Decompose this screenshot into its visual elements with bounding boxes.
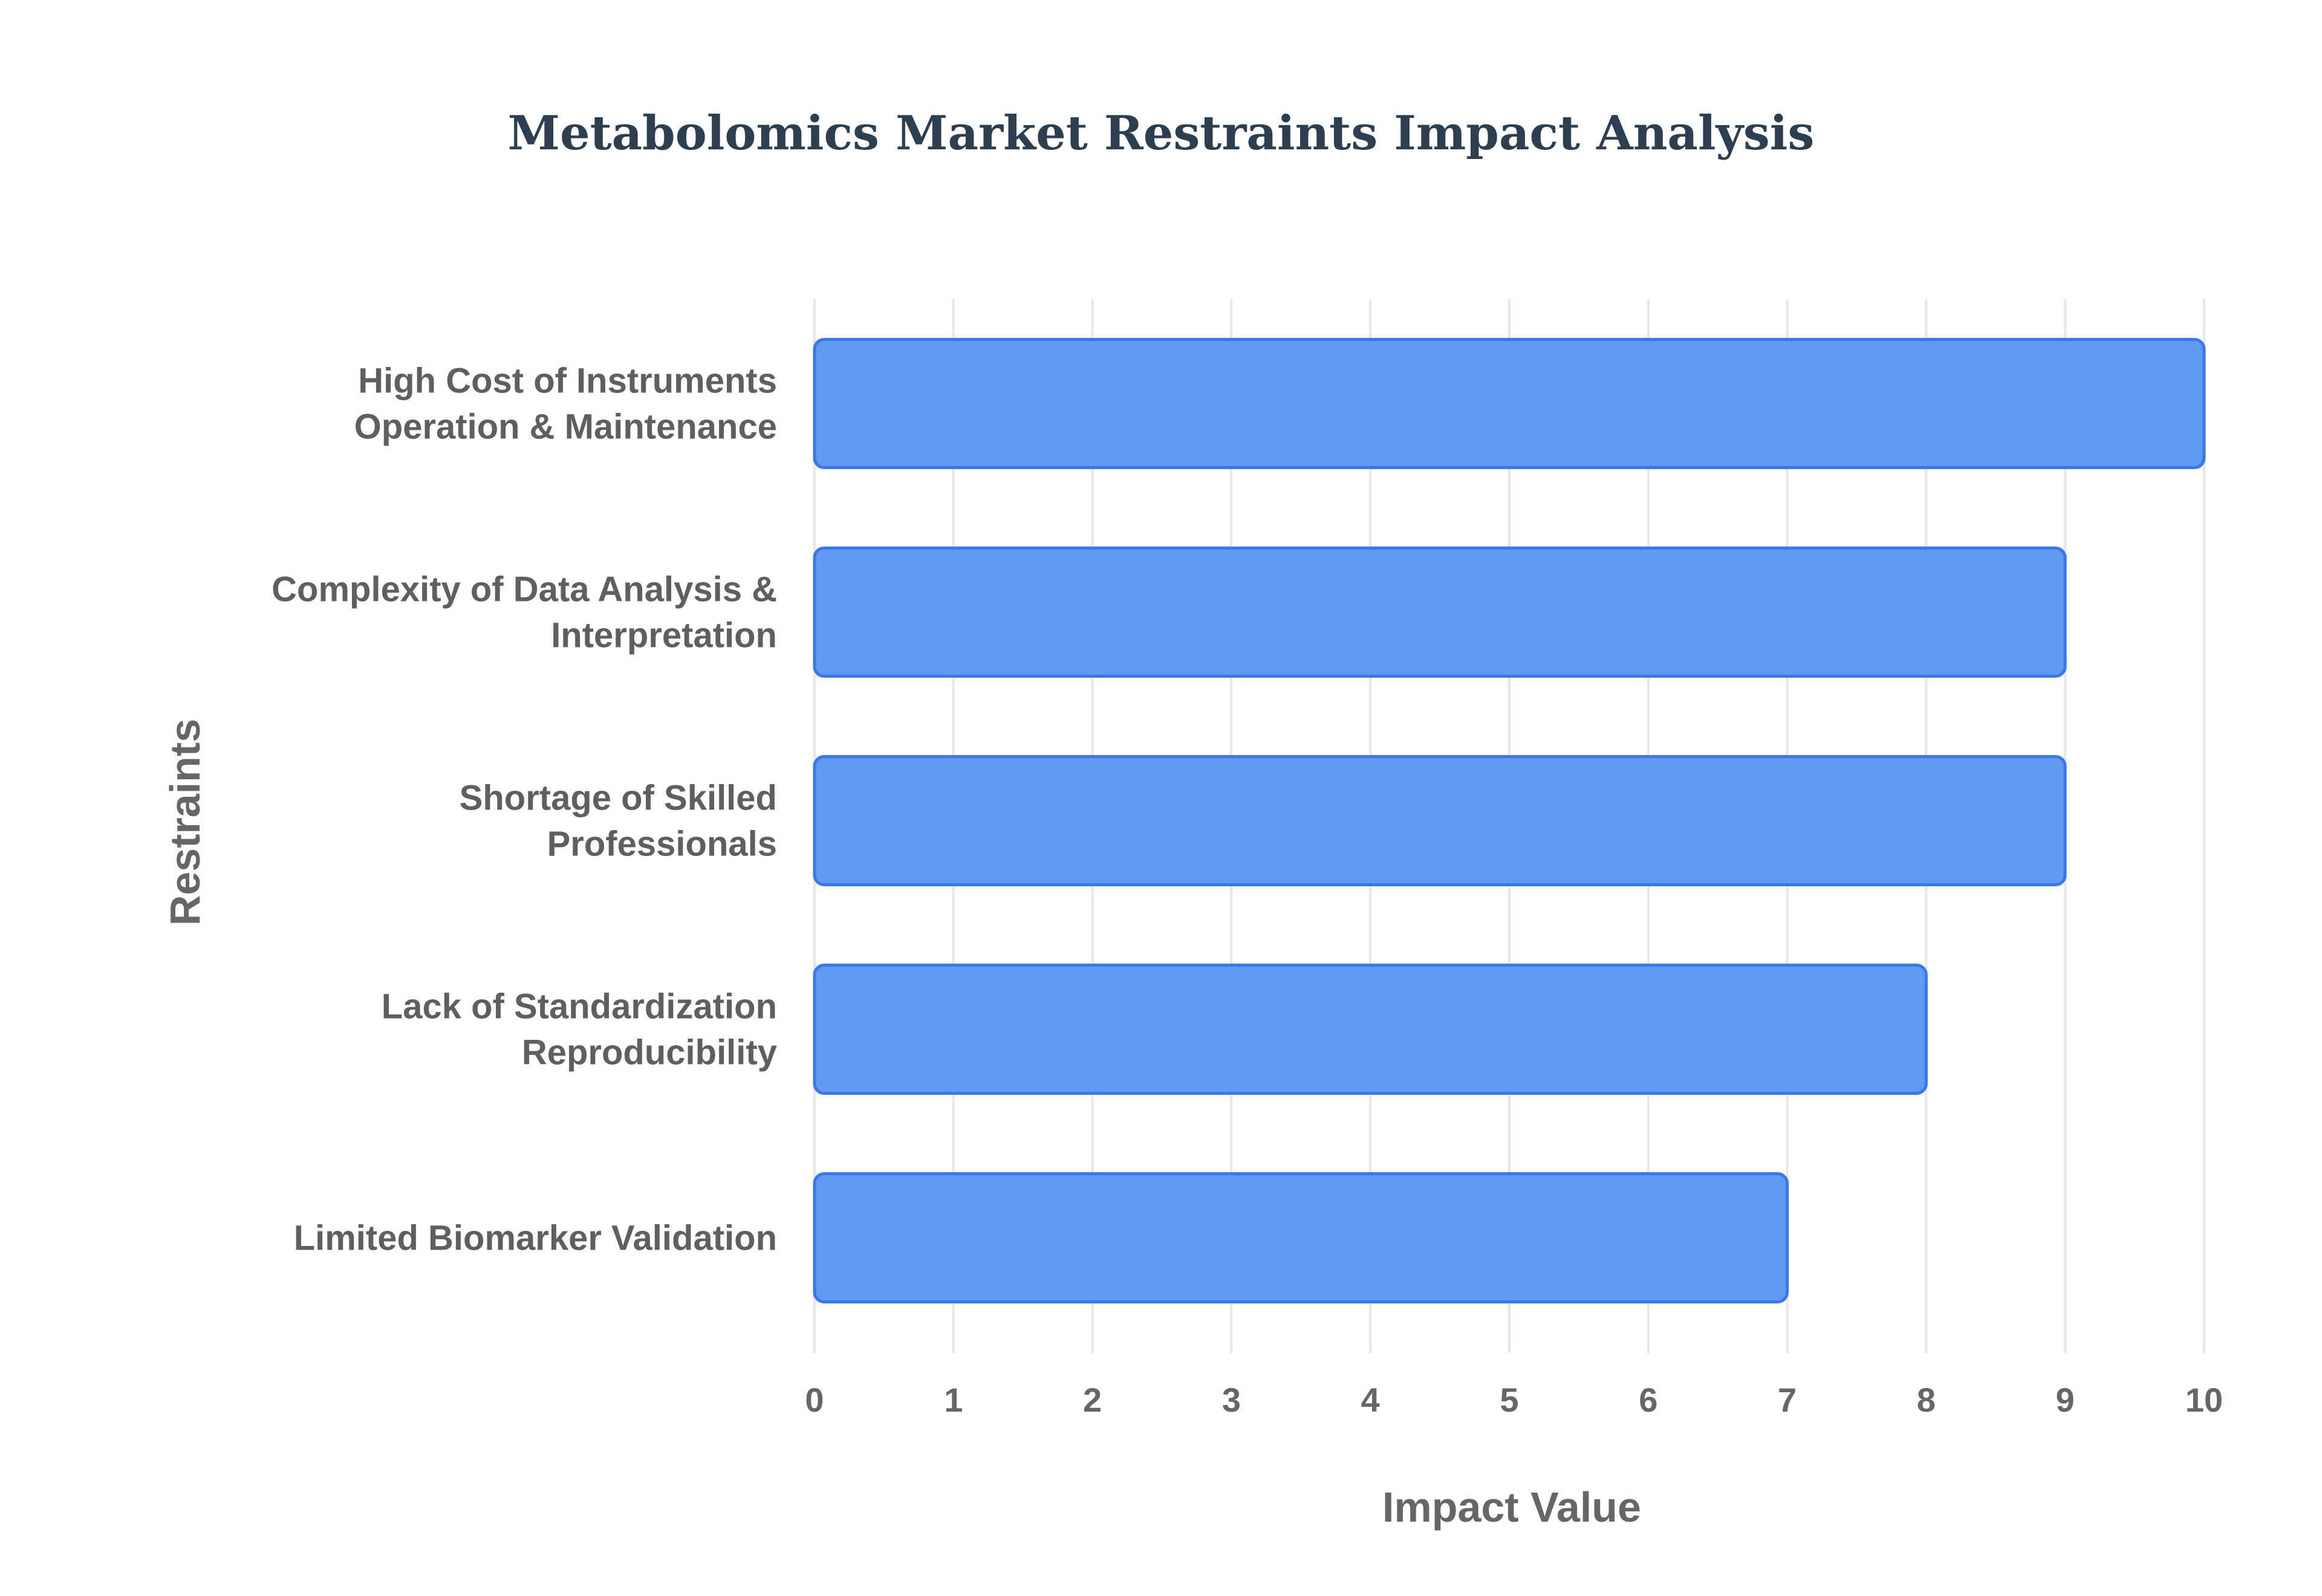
bar (813, 755, 2067, 886)
category-label: Complexity of Data Analysis & Interpretat… (272, 570, 777, 655)
category-label: Limited Biomarker Validation (294, 1219, 777, 1258)
x-tick-label: 9 (2056, 1381, 2075, 1419)
category-labels: High Cost of Instruments Operation & Main… (272, 362, 777, 1258)
x-tick-label: 4 (1361, 1381, 1380, 1419)
x-tick-label: 2 (1083, 1381, 1102, 1419)
bar (813, 338, 2206, 469)
category-label: Lack of Standardization Reproducibility (382, 987, 777, 1072)
x-tick-labels: 0 1 2 3 4 5 6 7 8 9 10 (805, 1381, 2223, 1419)
bar (813, 547, 2067, 678)
x-tick-label: 8 (1917, 1381, 1936, 1419)
x-tick-label: 0 (805, 1381, 824, 1419)
bars (813, 338, 2206, 1303)
x-tick-label: 3 (1222, 1381, 1241, 1419)
x-tick-label: 10 (2185, 1381, 2223, 1419)
category-label: High Cost of Instruments Operation & Main… (354, 362, 777, 447)
x-tick-label: 7 (1778, 1381, 1797, 1419)
y-axis-title: Restraints (161, 719, 209, 926)
chart-title: Metabolomics Market Restraints Impact An… (507, 106, 1815, 161)
category-label: Shortage of Skilled Professionals (460, 779, 777, 864)
bar (813, 1172, 1789, 1303)
x-tick-label: 5 (1500, 1381, 1518, 1419)
x-tick-label: 6 (1639, 1381, 1657, 1419)
x-axis-title: Impact Value (1382, 1484, 1641, 1531)
bar (813, 964, 1928, 1095)
x-tick-label: 1 (944, 1381, 963, 1419)
